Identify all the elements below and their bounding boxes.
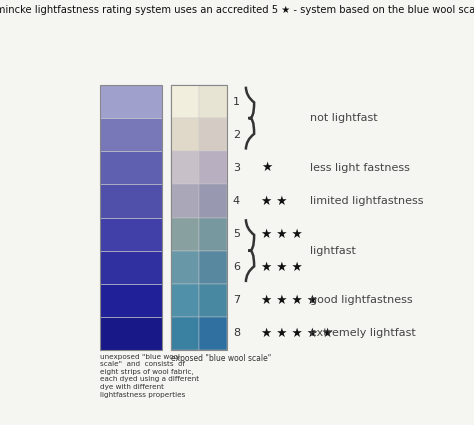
Bar [171, 317, 199, 350]
Bar [199, 218, 227, 251]
Text: ★ ★ ★: ★ ★ ★ [261, 261, 303, 274]
Text: ★ ★ ★ ★: ★ ★ ★ ★ [261, 294, 318, 307]
Text: good lightfastness: good lightfastness [310, 295, 412, 305]
Bar [171, 218, 199, 251]
Bar [199, 118, 227, 151]
Bar [100, 317, 162, 350]
Text: ★ ★ ★: ★ ★ ★ [261, 227, 303, 241]
Bar [100, 284, 162, 317]
Text: ★: ★ [261, 162, 273, 174]
Bar [171, 118, 199, 151]
Text: 8: 8 [233, 329, 240, 338]
Text: unexposed "blue wool
scale"  and  consists  of
eight strips of wool fabric,
each: unexposed "blue wool scale" and consists… [100, 354, 199, 397]
Text: 1: 1 [233, 96, 240, 107]
Text: less light fastness: less light fastness [310, 163, 410, 173]
Text: 5: 5 [233, 229, 240, 239]
Text: exposed "blue wool scale": exposed "blue wool scale" [171, 354, 271, 363]
Bar [100, 85, 162, 118]
Bar [171, 284, 199, 317]
Bar [100, 151, 162, 184]
Bar [171, 184, 199, 218]
Bar [199, 284, 227, 317]
Text: The Schmincke lightfastness rating system uses an accredited 5 ★ - system based : The Schmincke lightfastness rating syste… [0, 5, 474, 15]
Text: not lightfast: not lightfast [310, 113, 377, 123]
Bar [171, 85, 199, 118]
Text: ★ ★: ★ ★ [261, 195, 288, 207]
Text: 4: 4 [233, 196, 240, 206]
Bar [199, 85, 227, 118]
Text: 3: 3 [233, 163, 240, 173]
Bar [171, 151, 199, 184]
Text: lightfast: lightfast [310, 246, 356, 255]
Bar [199, 317, 227, 350]
Bar [100, 251, 162, 284]
Bar [199, 251, 227, 284]
Text: limited lightfastness: limited lightfastness [310, 196, 423, 206]
Text: ★ ★ ★ ★ ★: ★ ★ ★ ★ ★ [261, 327, 334, 340]
Bar [171, 251, 199, 284]
Bar [100, 85, 162, 350]
Bar [199, 151, 227, 184]
Bar [100, 218, 162, 251]
Text: 6: 6 [233, 262, 240, 272]
Text: 7: 7 [233, 295, 240, 305]
Text: 2: 2 [233, 130, 240, 140]
Bar [100, 118, 162, 151]
Text: extremely lightfast: extremely lightfast [310, 329, 416, 338]
Bar [199, 184, 227, 218]
Bar [171, 85, 227, 350]
Bar [100, 184, 162, 218]
